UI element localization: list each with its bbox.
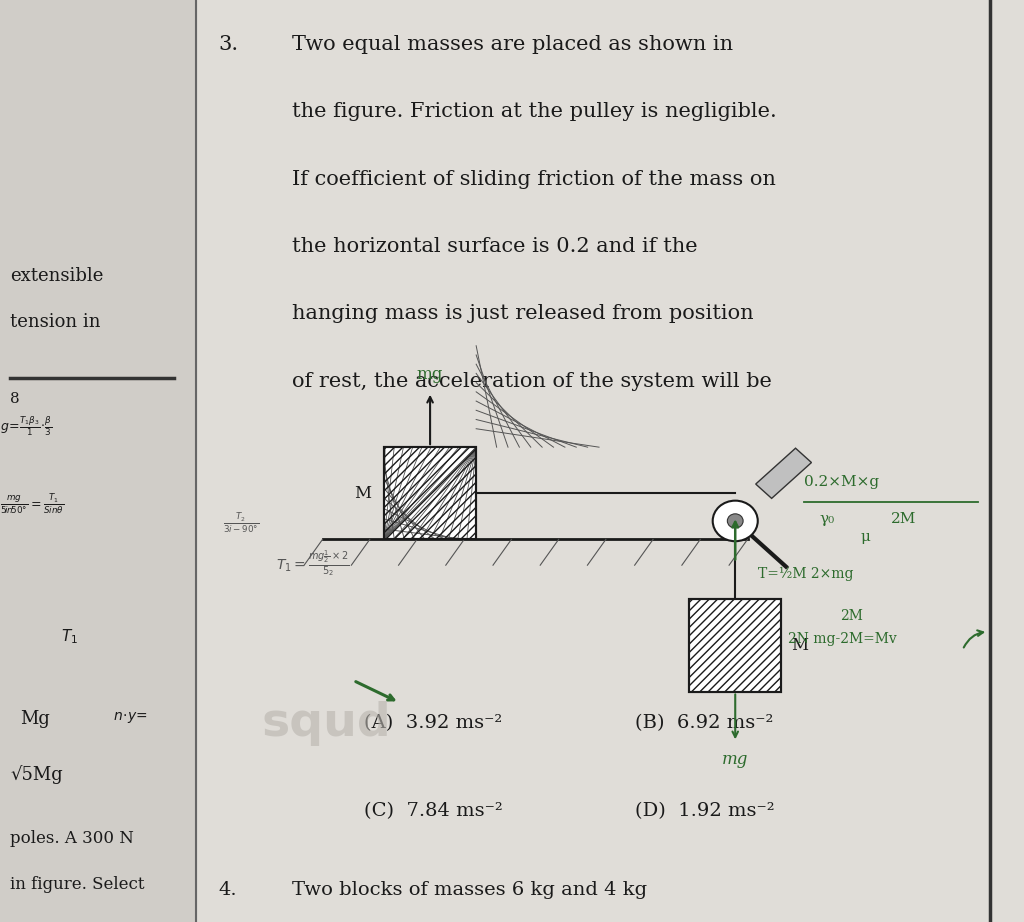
Text: $\frac{mg}{5\!in\!50°}=\frac{T_1}{Sin\theta}$: $\frac{mg}{5\!in\!50°}=\frac{T_1}{Sin\th… bbox=[0, 493, 65, 517]
Text: Two blocks of masses 6 kg and 4 kg: Two blocks of masses 6 kg and 4 kg bbox=[292, 881, 647, 899]
Bar bbox=[0, 0, 196, 922]
Text: (B)  6.92 ms⁻²: (B) 6.92 ms⁻² bbox=[635, 715, 773, 733]
Bar bbox=[384, 447, 476, 539]
Circle shape bbox=[727, 514, 743, 528]
Text: $T_1 = \frac{mg\frac{1}{2}\times 2}{5_2}$: $T_1 = \frac{mg\frac{1}{2}\times 2}{5_2}… bbox=[276, 549, 350, 579]
Circle shape bbox=[713, 501, 758, 541]
Text: √5Mg: √5Mg bbox=[10, 765, 63, 784]
Text: extensible: extensible bbox=[10, 267, 103, 286]
Text: 2M: 2M bbox=[840, 609, 862, 622]
Text: mg: mg bbox=[722, 751, 749, 768]
Text: 4.: 4. bbox=[218, 881, 237, 899]
Text: (A)  3.92 ms⁻²: (A) 3.92 ms⁻² bbox=[364, 715, 502, 733]
Text: 2M: 2M bbox=[891, 512, 916, 526]
Text: tension in: tension in bbox=[10, 313, 100, 332]
Text: hanging mass is just released from position: hanging mass is just released from posit… bbox=[292, 304, 754, 324]
Text: (D)  1.92 ms⁻²: (D) 1.92 ms⁻² bbox=[635, 802, 774, 821]
Text: (C)  7.84 ms⁻²: (C) 7.84 ms⁻² bbox=[364, 802, 502, 821]
Text: mg: mg bbox=[417, 366, 443, 383]
Bar bbox=[384, 447, 476, 539]
Text: 3.: 3. bbox=[218, 35, 239, 54]
Text: Mg: Mg bbox=[20, 710, 50, 728]
Text: $n\!\cdot\!y\!=\!$: $n\!\cdot\!y\!=\!$ bbox=[113, 710, 147, 725]
Text: $T_1$: $T_1$ bbox=[61, 627, 79, 645]
Bar bbox=[689, 599, 781, 692]
Text: $g\!=\!\frac{T_1\beta_3}{1}\!\cdot\!\frac{\beta}{3}$: $g\!=\!\frac{T_1\beta_3}{1}\!\cdot\!\fra… bbox=[0, 415, 52, 438]
Text: the horizontal surface is 0.2 and if the: the horizontal surface is 0.2 and if the bbox=[292, 237, 697, 256]
Polygon shape bbox=[756, 448, 811, 499]
Text: squd: squd bbox=[261, 702, 391, 746]
Text: M: M bbox=[792, 637, 809, 654]
Text: 2N mg-2M=Mv: 2N mg-2M=Mv bbox=[788, 632, 897, 645]
Text: μ: μ bbox=[860, 530, 870, 544]
Text: γ₀: γ₀ bbox=[819, 512, 835, 526]
Text: Two equal masses are placed as shown in: Two equal masses are placed as shown in bbox=[292, 35, 733, 54]
Text: M: M bbox=[354, 485, 372, 502]
Text: poles. A 300 N: poles. A 300 N bbox=[10, 830, 134, 846]
Text: If coefficient of sliding friction of the mass on: If coefficient of sliding friction of th… bbox=[292, 170, 776, 189]
Text: in figure. Select: in figure. Select bbox=[10, 876, 144, 892]
Text: 8: 8 bbox=[10, 392, 19, 406]
Bar bbox=[689, 599, 781, 692]
Text: T=½M 2×mg: T=½M 2×mg bbox=[758, 567, 853, 581]
Text: 0.2×M×g: 0.2×M×g bbox=[804, 475, 879, 489]
Text: $\frac{T_2}{3i-90°}$: $\frac{T_2}{3i-90°}$ bbox=[223, 512, 259, 536]
Text: the figure. Friction at the pulley is negligible.: the figure. Friction at the pulley is ne… bbox=[292, 102, 776, 122]
Text: of rest, the acceleration of the system will be: of rest, the acceleration of the system … bbox=[292, 372, 772, 391]
